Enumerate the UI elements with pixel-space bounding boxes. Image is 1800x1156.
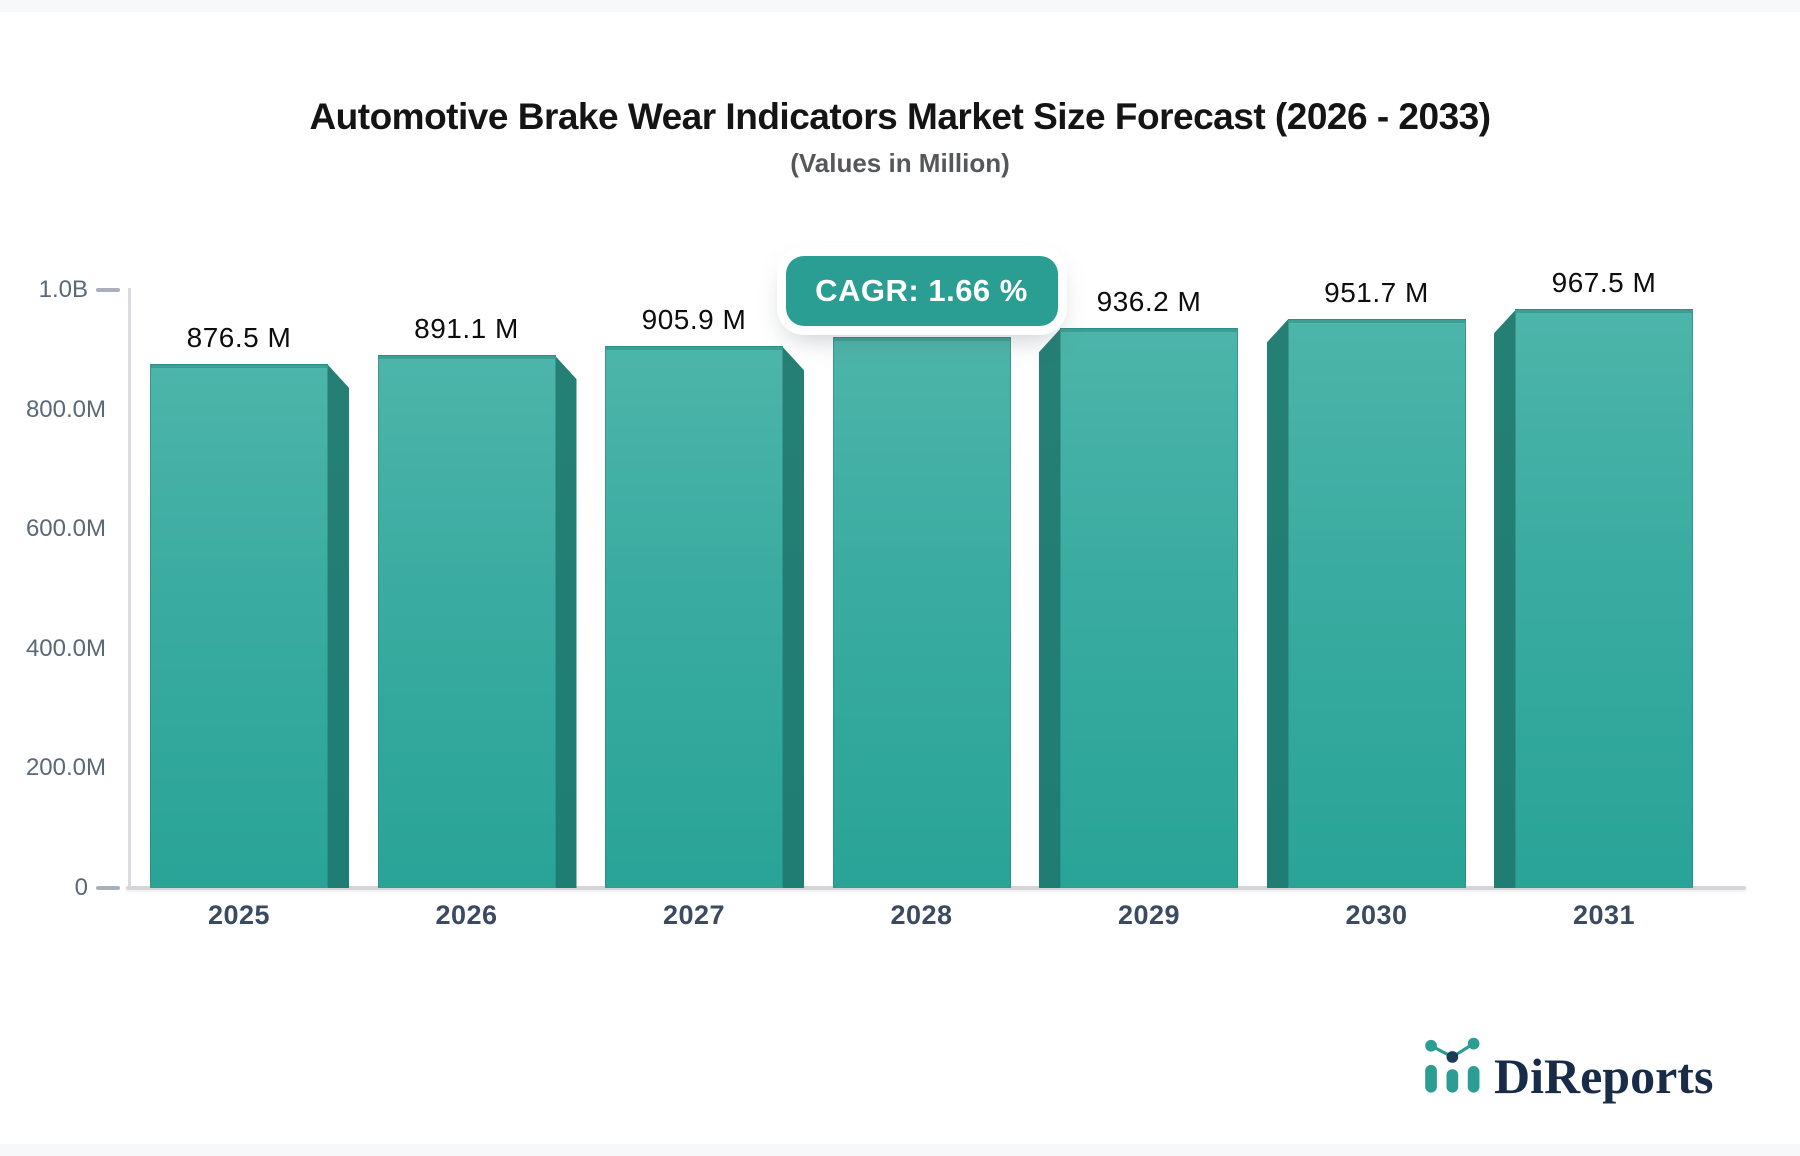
bar-value-label: 876.5 M	[186, 321, 292, 353]
bar-value-label: 936.2 M	[1096, 286, 1202, 318]
x-category-label: 2031	[1572, 900, 1636, 930]
bar-3d-side	[1039, 328, 1061, 888]
y-tick-mark	[96, 886, 120, 890]
bar	[1515, 309, 1693, 888]
bar-value-label: 891.1 M	[414, 313, 519, 345]
y-tick-mark	[96, 288, 120, 292]
x-category-label: 2027	[662, 900, 726, 930]
bar	[1287, 318, 1466, 888]
brand-logo: DiReports	[1422, 1036, 1713, 1101]
y-tick-label: 600.0M	[25, 515, 106, 543]
x-category-label: 2029	[1117, 900, 1181, 930]
bar	[377, 355, 556, 888]
y-tick-label: 400.0M	[25, 634, 106, 662]
y-axis-line	[128, 288, 131, 888]
y-tick-label: 0	[74, 874, 88, 901]
bar-3d-side	[1494, 309, 1516, 888]
bar-3d-side	[554, 355, 577, 888]
bar-3d-side	[327, 363, 349, 888]
bar	[605, 346, 783, 888]
x-category-label: 2025	[207, 900, 271, 930]
x-category-label: 2028	[890, 900, 953, 930]
mini-bar-trend-icon	[1422, 1036, 1488, 1101]
cagr-badge: CAGR: 1.66 %	[785, 256, 1058, 326]
y-tick-label: 1.0B	[38, 276, 88, 303]
chart-title: Automotive Brake Wear Indicators Market …	[309, 96, 1491, 137]
bar-value-label: 967.5 M	[1551, 267, 1657, 299]
x-axis-line	[126, 886, 1746, 890]
bar	[150, 363, 328, 888]
bar	[832, 337, 1011, 888]
bar-3d-side	[1266, 318, 1289, 888]
x-category-label: 2026	[435, 900, 498, 930]
y-tick-label: 800.0M	[25, 395, 106, 423]
cagr-badge-label: CAGR: 1.66 %	[815, 273, 1028, 308]
bar-value-label: 951.7 M	[1324, 276, 1429, 308]
bar-3d-side	[782, 346, 804, 888]
x-category-label: 2030	[1345, 900, 1408, 930]
brand-logo-text: DiReports	[1494, 1048, 1714, 1104]
page-margin-bottom	[0, 1144, 1800, 1156]
y-tick-label: 200.0M	[25, 754, 106, 782]
page-margin-top	[0, 0, 1800, 12]
bar-value-label: 905.9 M	[641, 304, 747, 336]
bar	[1060, 328, 1238, 888]
chart-subtitle: (Values in Million)	[790, 148, 1010, 178]
